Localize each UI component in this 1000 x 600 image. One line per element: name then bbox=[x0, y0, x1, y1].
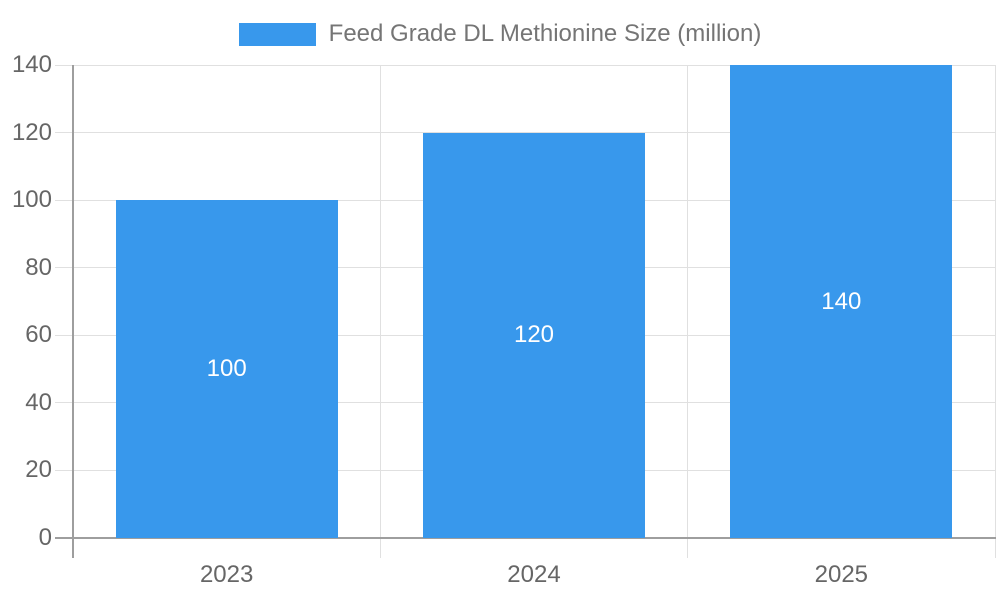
gridline-vertical bbox=[994, 65, 996, 538]
y-tick-label: 0 bbox=[38, 524, 52, 551]
y-axis-tick bbox=[55, 132, 73, 134]
y-tick-label: 120 bbox=[11, 118, 52, 146]
y-axis-tick bbox=[55, 199, 73, 201]
x-tick-label: 2024 bbox=[507, 561, 561, 588]
y-axis-tick bbox=[55, 64, 73, 66]
y-tick-label: 80 bbox=[25, 253, 52, 281]
bar-value-label: 140 bbox=[821, 287, 862, 315]
y-axis-line bbox=[72, 65, 74, 558]
gridline-vertical bbox=[687, 65, 689, 538]
legend-swatch bbox=[238, 22, 316, 46]
y-axis-tick bbox=[55, 334, 73, 336]
x-axis-tick bbox=[687, 538, 689, 558]
gridline-vertical bbox=[379, 65, 381, 538]
y-tick-label: 100 bbox=[11, 186, 52, 214]
y-tick-label: 40 bbox=[25, 388, 52, 416]
x-axis-tick bbox=[994, 538, 996, 558]
bar[interactable] bbox=[423, 132, 645, 538]
y-axis-tick bbox=[55, 469, 73, 471]
y-axis-tick bbox=[55, 402, 73, 404]
legend-label: Feed Grade DL Methionine Size (million) bbox=[328, 20, 762, 47]
y-tick-label: 60 bbox=[25, 321, 52, 349]
bar-value-label: 120 bbox=[513, 321, 555, 349]
bar[interactable] bbox=[730, 65, 953, 538]
y-tick-label: 140 bbox=[11, 51, 52, 78]
x-axis-line bbox=[55, 537, 996, 539]
gridline-horizontal bbox=[73, 64, 996, 66]
y-tick-label: 20 bbox=[25, 456, 52, 484]
y-axis-tick bbox=[55, 267, 73, 269]
x-tick-label: 2025 bbox=[814, 561, 869, 588]
legend: Feed Grade DL Methionine Size (million) bbox=[0, 20, 1000, 48]
x-tick-label: 2023 bbox=[199, 561, 254, 588]
bar-value-label: 100 bbox=[206, 355, 247, 383]
bar[interactable] bbox=[115, 200, 338, 538]
x-axis-tick bbox=[379, 538, 381, 558]
